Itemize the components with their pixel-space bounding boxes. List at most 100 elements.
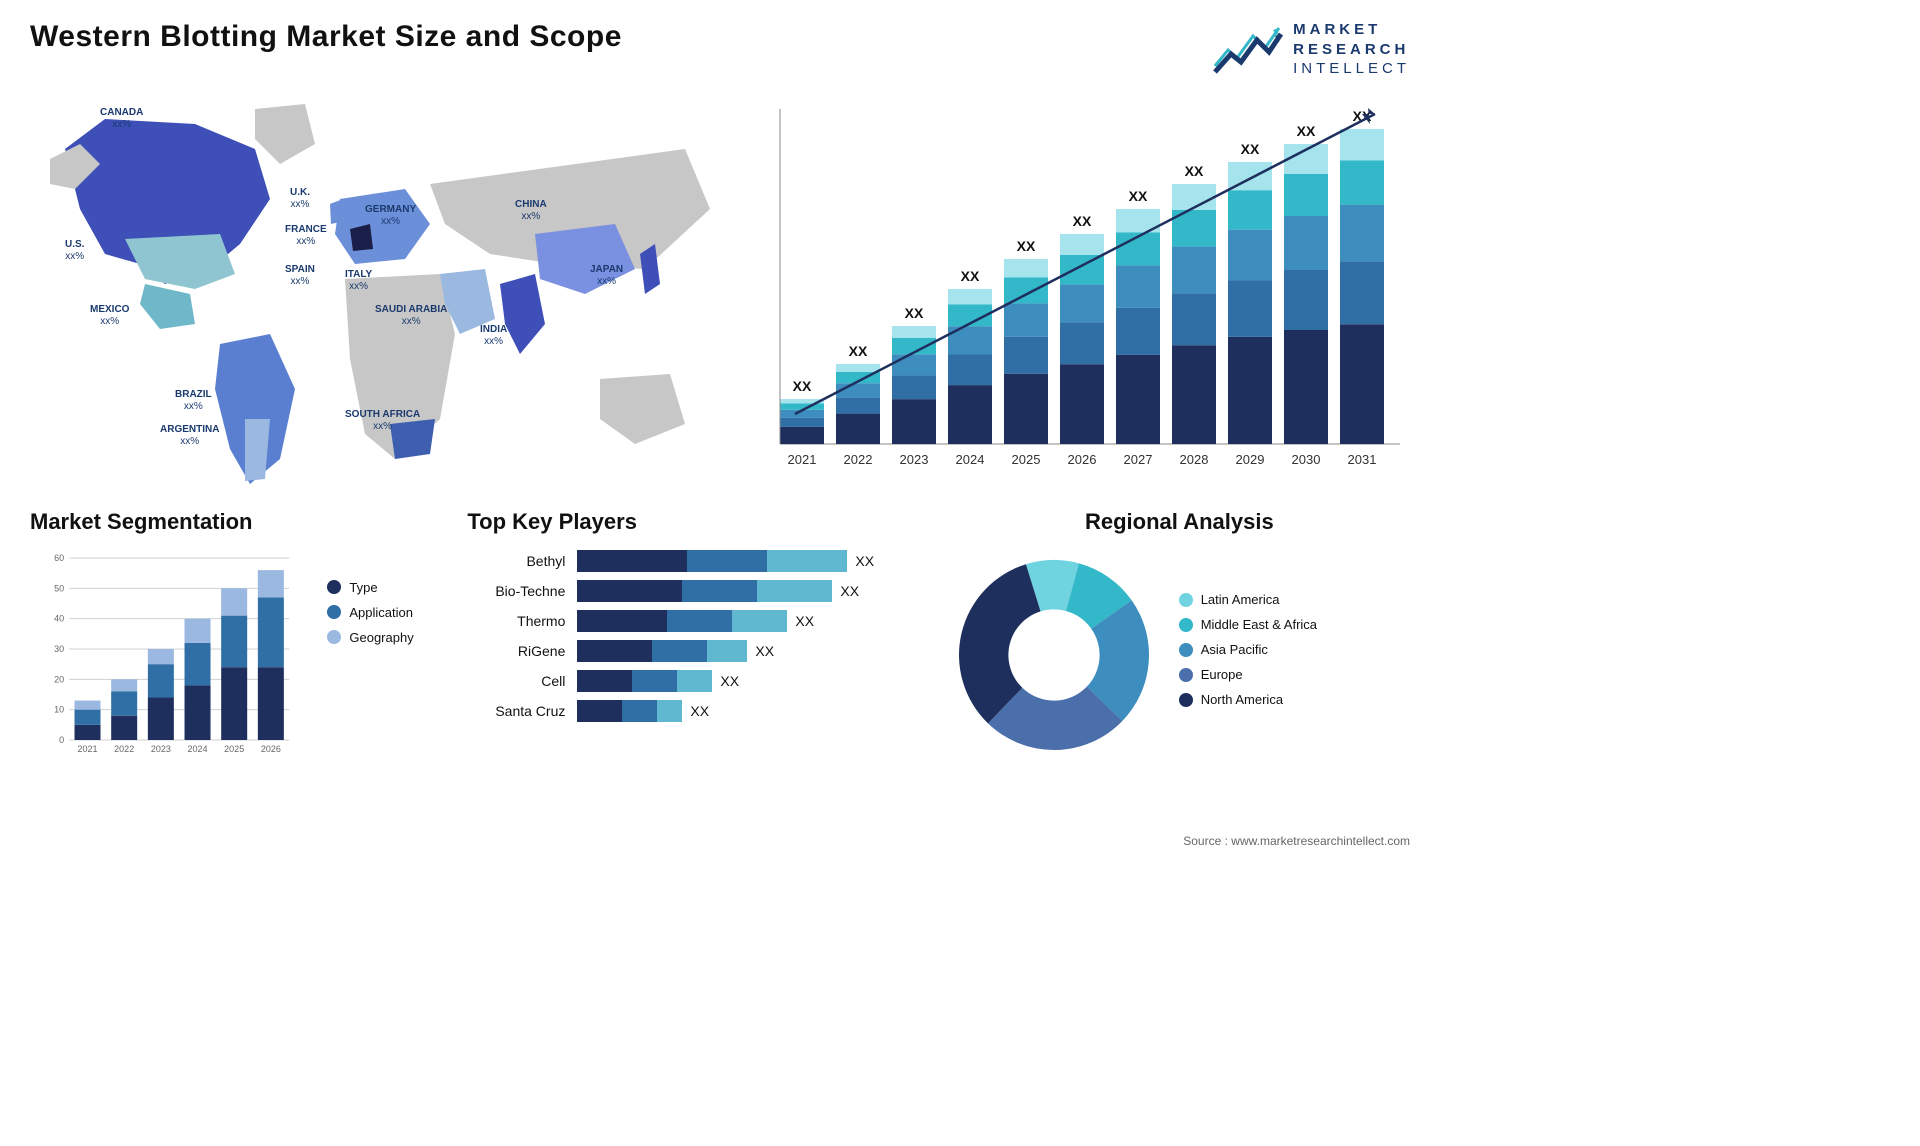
- map-label: SAUDI ARABIAxx%: [375, 304, 447, 328]
- seg-bar-segment: [75, 709, 101, 724]
- growth-bar-segment: [1172, 293, 1216, 345]
- key-player-bar-segment: [667, 610, 732, 632]
- key-player-bar-segment: [767, 550, 847, 572]
- key-player-bar-segment: [577, 610, 667, 632]
- key-player-bar-segment: [707, 640, 747, 662]
- legend-item: Middle East & Africa: [1179, 617, 1329, 632]
- map-region: [600, 374, 685, 444]
- regional-donut-chart: [949, 550, 1159, 760]
- seg-bar-segment: [258, 570, 284, 597]
- growth-bar-segment: [1172, 184, 1216, 210]
- page-title: Western Blotting Market Size and Scope: [30, 20, 622, 54]
- bottom-row: Market Segmentation 01020304050602021202…: [30, 509, 1410, 789]
- growth-bar-segment: [1060, 284, 1104, 322]
- legend-item: Europe: [1179, 667, 1329, 682]
- growth-bar-segment: [892, 326, 936, 338]
- source-text: Source : www.marketresearchintellect.com: [1183, 834, 1410, 848]
- growth-bar-segment: [948, 289, 992, 305]
- key-player-bar-segment: [652, 640, 707, 662]
- y-tick-label: 30: [54, 644, 64, 654]
- map-region: [140, 284, 195, 329]
- key-player-value: XX: [755, 643, 774, 659]
- key-player-bar-segment: [577, 580, 682, 602]
- growth-bar-label: XX: [1017, 238, 1036, 254]
- key-player-name: Santa Cruz: [467, 703, 577, 719]
- segmentation-panel: Market Segmentation 01020304050602021202…: [30, 509, 447, 789]
- legend-item: North America: [1179, 692, 1329, 707]
- key-player-row: CellXX: [467, 670, 928, 692]
- growth-chart-panel: XX2021XX2022XX2023XX2024XX2025XX2026XX20…: [770, 89, 1410, 489]
- key-player-bar: XX: [577, 550, 928, 572]
- growth-bar-segment: [1340, 261, 1384, 324]
- growth-bar-label: XX: [1185, 163, 1204, 179]
- seg-bar-segment: [185, 618, 211, 642]
- key-player-name: Cell: [467, 673, 577, 689]
- key-players-panel: Top Key Players BethylXXBio-TechneXXTher…: [467, 509, 928, 789]
- key-player-bar-segment: [577, 670, 632, 692]
- key-player-bar-segment: [657, 700, 682, 722]
- key-player-row: Bio-Techne XX: [467, 580, 928, 602]
- growth-bar-segment: [780, 426, 824, 443]
- y-tick-label: 50: [54, 583, 64, 593]
- map-label: SOUTH AFRICAxx%: [345, 409, 420, 433]
- key-player-value: XX: [690, 703, 709, 719]
- y-tick-label: 0: [59, 735, 64, 745]
- growth-year-label: 2031: [1348, 452, 1377, 467]
- growth-bar-label: XX: [849, 343, 868, 359]
- segmentation-legend: TypeApplicationGeography: [327, 550, 447, 655]
- key-player-value: XX: [840, 583, 859, 599]
- growth-bar-segment: [1116, 354, 1160, 443]
- seg-year-label: 2023: [151, 744, 171, 754]
- growth-year-label: 2029: [1236, 452, 1265, 467]
- seg-bar-segment: [148, 649, 174, 664]
- map-label: CHINAxx%: [515, 199, 547, 223]
- growth-year-label: 2026: [1068, 452, 1097, 467]
- logo-text: MARKET RESEARCH INTELLECT: [1293, 20, 1410, 79]
- growth-bar-segment: [892, 399, 936, 444]
- growth-year-label: 2024: [956, 452, 985, 467]
- growth-bar-segment: [1060, 234, 1104, 255]
- seg-year-label: 2025: [224, 744, 244, 754]
- legend-label: Asia Pacific: [1201, 642, 1268, 657]
- key-player-name: Bio-Techne: [467, 583, 577, 599]
- growth-bar-segment: [836, 364, 880, 372]
- map-label: INDIAxx%: [480, 324, 507, 348]
- key-player-bar-segment: [577, 700, 622, 722]
- growth-bar-segment: [1340, 324, 1384, 444]
- key-player-bar-segment: [732, 610, 787, 632]
- key-player-bar-segment: [577, 550, 687, 572]
- legend-item: Application: [327, 605, 447, 620]
- seg-bar-segment: [111, 679, 137, 691]
- key-player-name: RiGene: [467, 643, 577, 659]
- map-region: [330, 199, 345, 224]
- legend-dot-icon: [1179, 618, 1193, 632]
- legend-label: North America: [1201, 692, 1283, 707]
- map-label: BRAZILxx%: [175, 389, 212, 413]
- growth-bar-segment: [836, 397, 880, 413]
- growth-bar-segment: [1060, 364, 1104, 444]
- map-label: MEXICOxx%: [90, 304, 129, 328]
- growth-bar-label: XX: [905, 305, 924, 321]
- growth-bar-segment: [892, 354, 936, 375]
- growth-bar-segment: [1228, 229, 1272, 280]
- legend-label: Europe: [1201, 667, 1243, 682]
- key-player-row: BethylXX: [467, 550, 928, 572]
- growth-year-label: 2025: [1012, 452, 1041, 467]
- growth-bar-segment: [836, 413, 880, 443]
- growth-bar-segment: [892, 375, 936, 399]
- legend-label: Type: [349, 580, 377, 595]
- key-player-bar: XX: [577, 700, 928, 722]
- key-player-bar: XX: [577, 640, 928, 662]
- key-players-title: Top Key Players: [467, 509, 928, 535]
- growth-bar-segment: [1284, 216, 1328, 270]
- growth-bar-segment: [1284, 270, 1328, 330]
- map-label: CANADAxx%: [100, 107, 143, 131]
- growth-bar-label: XX: [1073, 213, 1092, 229]
- key-player-bar-segment: [632, 670, 677, 692]
- key-player-bar: XX: [577, 580, 928, 602]
- growth-bar-segment: [1116, 307, 1160, 354]
- map-label: ITALYxx%: [345, 269, 372, 293]
- growth-bar-segment: [1004, 373, 1048, 443]
- world-map-panel: CANADAxx%U.S.xx%MEXICOxx%BRAZILxx%ARGENT…: [30, 89, 740, 489]
- key-players-chart: BethylXXBio-TechneXXThermoXXRiGeneXXCell…: [467, 550, 928, 722]
